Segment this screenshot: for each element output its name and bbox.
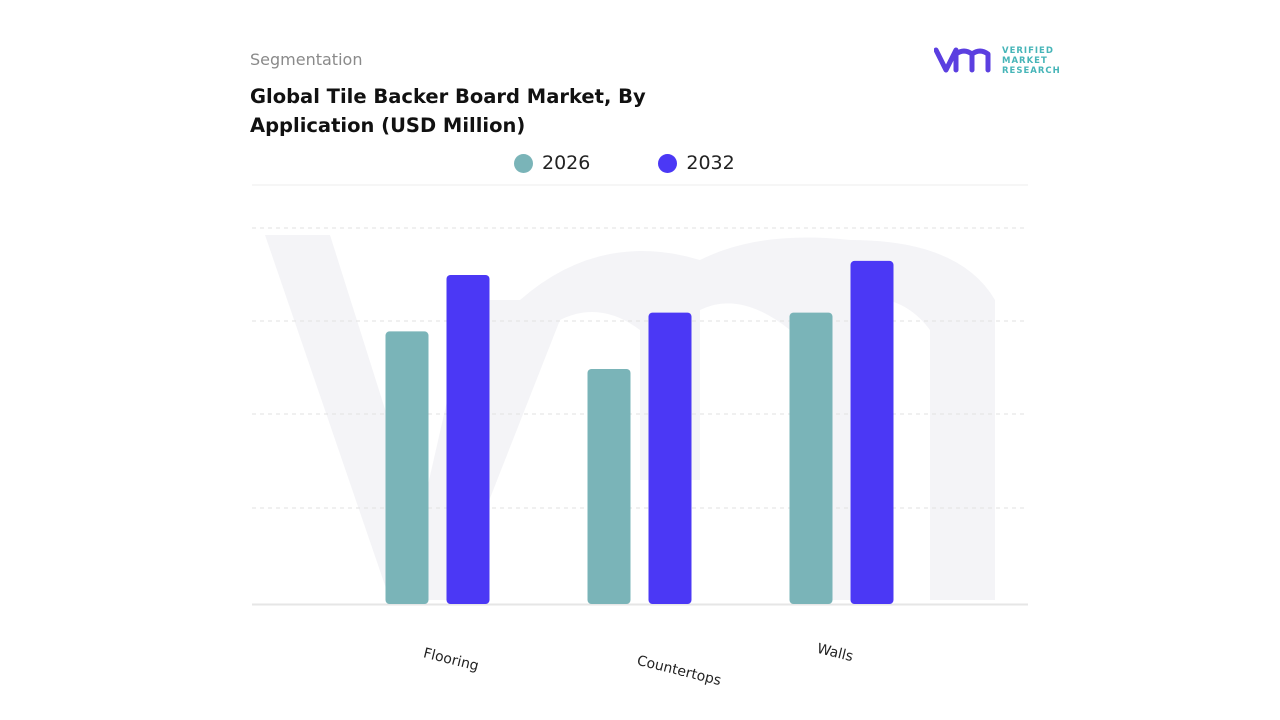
- bar-walls-2032: [850, 260, 894, 604]
- legend-label-2032: 2032: [686, 152, 735, 174]
- legend-item-2026: 2026: [514, 150, 590, 176]
- legend-item-2032: 2032: [658, 150, 735, 176]
- vmr-logo: VERIFIED MARKET RESEARCH: [934, 46, 1061, 76]
- legend: 2026 2032: [514, 150, 735, 176]
- bars: [385, 260, 894, 604]
- legend-swatch-2026: [514, 153, 533, 173]
- segment-label: Segmentation: [250, 50, 363, 69]
- legend-swatch-2032: [658, 153, 678, 173]
- logo-line2: MARKET: [1002, 56, 1048, 66]
- logo-line3: RESEARCH: [1002, 66, 1061, 76]
- grid-lines: [252, 184, 1028, 606]
- x-tick-label-flooring: Flooring: [422, 645, 481, 674]
- x-tick-labels: Flooring Countertops Walls: [422, 641, 855, 689]
- bar-walls-2026: [789, 312, 833, 604]
- chart-title: Global Tile Backer Board Market, By Appl…: [250, 85, 646, 137]
- vmr-logo-mark: [934, 47, 991, 73]
- bar-countertops-2026: [587, 369, 631, 604]
- logo-line1: VERIFIED: [1002, 46, 1054, 56]
- legend-label-2026: 2026: [542, 152, 591, 174]
- bar-countertops-2032: [648, 312, 692, 604]
- bar-flooring-2026: [385, 331, 429, 604]
- x-tick-label-walls: Walls: [815, 641, 854, 665]
- x-tick-label-countertops: Countertops: [635, 653, 722, 689]
- bar-flooring-2032: [446, 275, 490, 604]
